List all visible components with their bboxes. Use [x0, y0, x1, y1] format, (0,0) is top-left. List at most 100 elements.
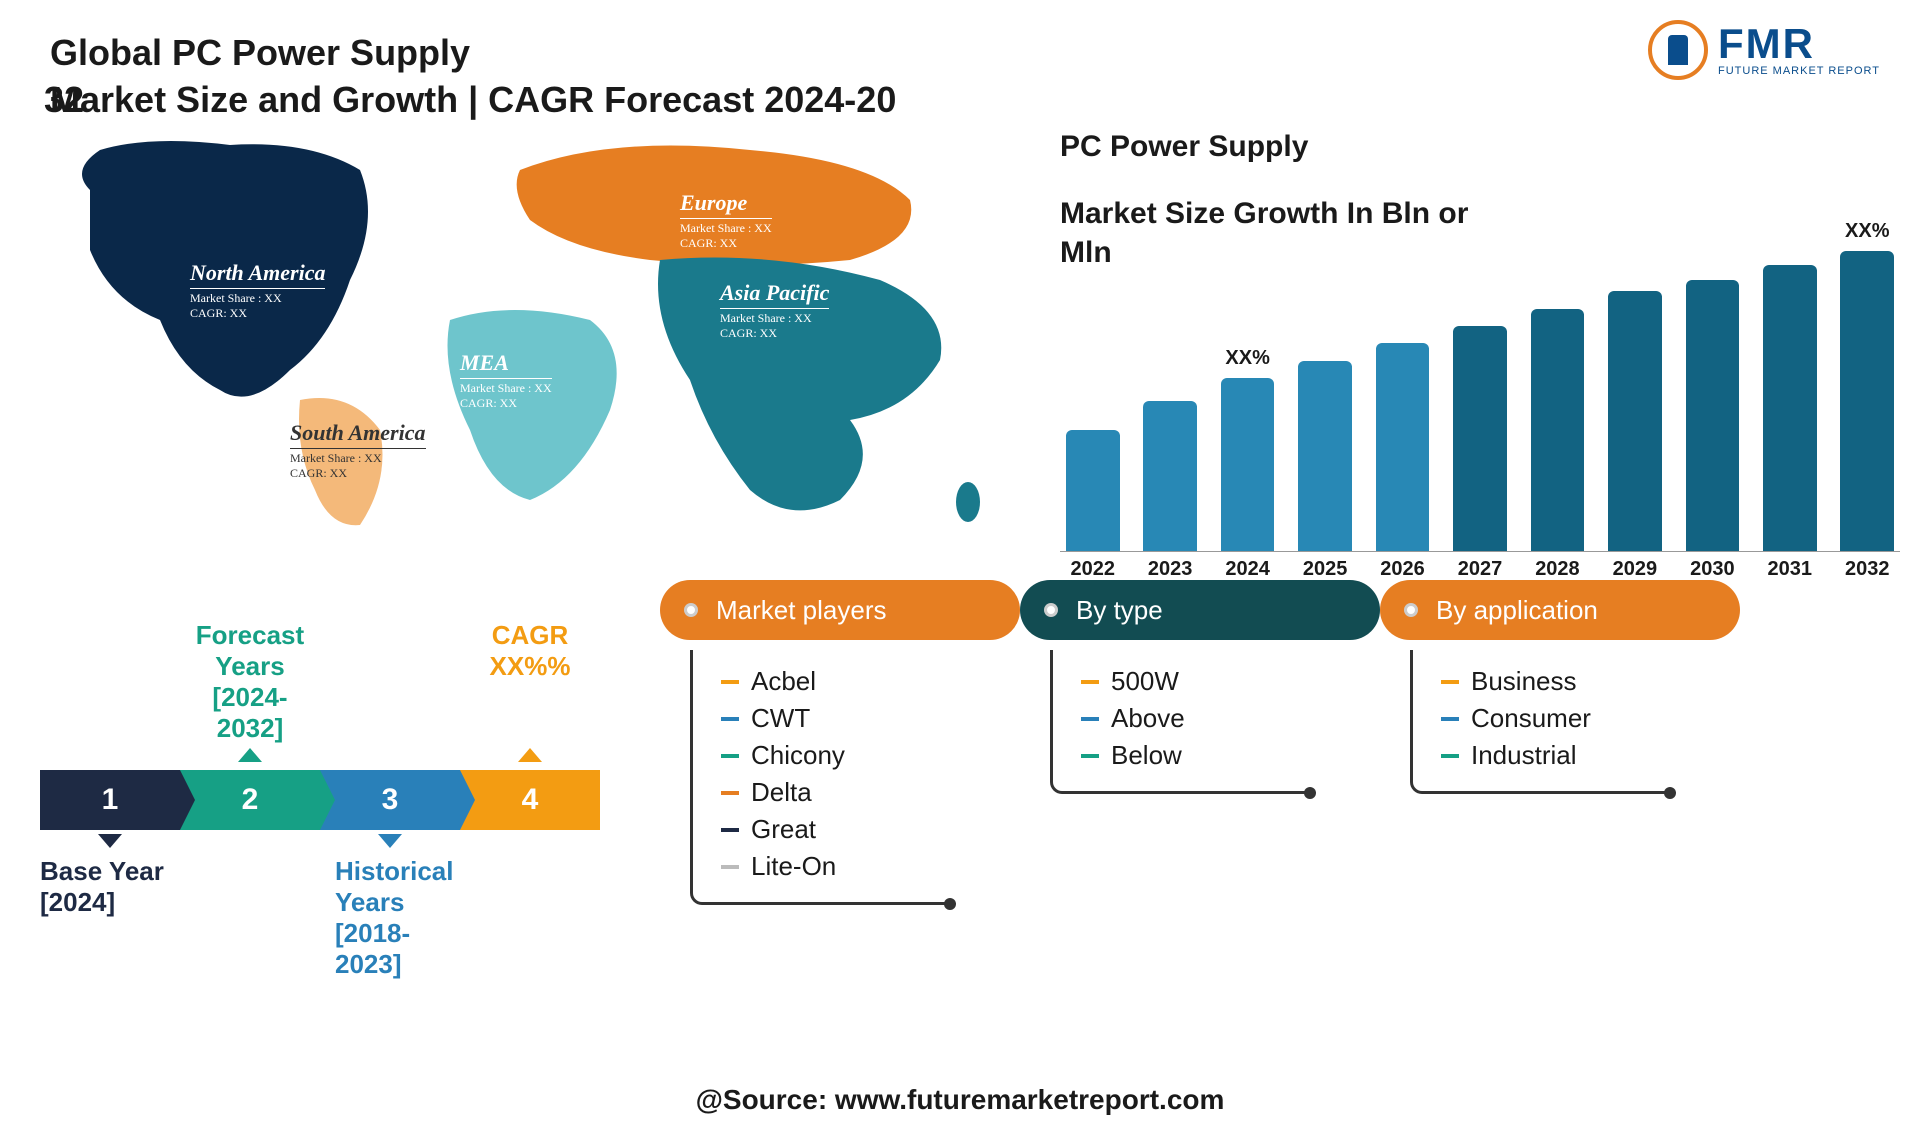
hist-years-label: Historical Years [2018-2023]: [305, 856, 468, 980]
tick-icon: [1441, 754, 1459, 758]
source-attribution: @Source: www.futuremarketreport.com: [696, 1084, 1225, 1116]
region-share-sa: Market Share : XX: [290, 451, 426, 466]
tick-icon: [721, 791, 739, 795]
region-share-ap: Market Share : XX: [720, 311, 829, 326]
cat-item-type-0: 500W: [1081, 666, 1310, 697]
cat-item-players-1: CWT: [721, 703, 950, 734]
cat-item-app-1: Consumer: [1441, 703, 1670, 734]
world-map: North America Market Share : XX CAGR: XX…: [50, 130, 990, 530]
bar-rect-2028: [1531, 309, 1585, 551]
region-name-mea: MEA: [460, 350, 552, 379]
cat-item-text: Great: [751, 814, 816, 845]
fmr-logo: FMR FUTURE MARKET REPORT: [1648, 20, 1880, 80]
base-year-text: Base Year: [40, 856, 173, 887]
bar-year-2026: 2026: [1380, 558, 1425, 581]
logo-main: FMR: [1718, 23, 1880, 65]
bar-year-2032: 2032: [1845, 558, 1890, 581]
bar-rect-2026: [1376, 343, 1430, 551]
cagr-label-text: CAGR: [460, 620, 600, 651]
tick-icon: [721, 865, 739, 869]
tick-icon: [721, 754, 739, 758]
forecast-label: Forecast Years [2024-2032]: [180, 620, 320, 744]
region-cagr-eu: CAGR: XX: [680, 236, 772, 251]
cat-pill-players: Market players: [660, 580, 1020, 640]
bar-rect-2024: [1221, 378, 1275, 551]
tick-icon: [1081, 754, 1099, 758]
timeline-seg-1: 1: [40, 770, 180, 830]
category-app: By application BusinessConsumerIndustria…: [1380, 580, 1740, 794]
cat-items-players: AcbelCWTChiconyDeltaGreatLite-On: [690, 650, 950, 905]
arrow-base: [98, 834, 122, 848]
timeline-arrows-top: [40, 748, 600, 766]
region-name-eu: Europe: [680, 190, 772, 219]
region-label-eu: Europe Market Share : XX CAGR: XX: [680, 190, 772, 251]
bar-rect-2025: [1298, 361, 1352, 551]
cat-item-text: CWT: [751, 703, 810, 734]
bar-year-2029: 2029: [1613, 558, 1658, 581]
cat-title-app: By application: [1436, 595, 1598, 626]
bar-2029: 2029: [1602, 291, 1667, 551]
hist-years-range: [2018-2023]: [335, 918, 468, 980]
title-overlap: 32: [44, 77, 84, 124]
cat-item-type-1: Above: [1081, 703, 1310, 734]
bar-rect-2031: [1763, 265, 1817, 551]
bar-2023: 2023: [1137, 401, 1202, 551]
dot-icon: [684, 603, 698, 617]
region-label-na: North America Market Share : XX CAGR: XX: [190, 260, 325, 321]
cat-item-text: 500W: [1111, 666, 1179, 697]
hist-years-text: Historical Years: [335, 856, 468, 918]
dot-icon: [1044, 603, 1058, 617]
region-share-mea: Market Share : XX: [460, 381, 552, 396]
arrow-forecast: [238, 748, 262, 762]
bar-2032: 2032XX%: [1835, 251, 1900, 551]
region-label-sa: South America Market Share : XX CAGR: XX: [290, 420, 426, 481]
cat-title-players: Market players: [716, 595, 887, 626]
map-svg: [50, 130, 990, 530]
region-name-na: North America: [190, 260, 325, 289]
bar-year-2025: 2025: [1303, 558, 1348, 581]
cat-item-text: Consumer: [1471, 703, 1591, 734]
bar-2030: 2030: [1680, 280, 1745, 551]
logo-text: FMR FUTURE MARKET REPORT: [1718, 23, 1880, 77]
bar-2027: 2027: [1447, 326, 1512, 551]
tick-icon: [1441, 680, 1459, 684]
bar-year-2023: 2023: [1148, 558, 1193, 581]
forecast-range: [2024-2032]: [180, 682, 320, 744]
region-label-mea: MEA Market Share : XX CAGR: XX: [460, 350, 552, 411]
cat-item-type-2: Below: [1081, 740, 1310, 771]
title-line-1: Global PC Power Supply: [50, 30, 896, 77]
cat-items-app: BusinessConsumerIndustrial: [1410, 650, 1670, 794]
region-share-na: Market Share : XX: [190, 291, 325, 306]
cat-item-players-0: Acbel: [721, 666, 950, 697]
bar-2024: 2024XX%: [1215, 378, 1280, 551]
bar-year-2022: 2022: [1070, 558, 1115, 581]
logo-sub: FUTURE MARKET REPORT: [1718, 65, 1880, 77]
bar-rect-2027: [1453, 326, 1507, 551]
cat-item-text: Industrial: [1471, 740, 1577, 771]
cat-pill-type: By type: [1020, 580, 1380, 640]
cat-title-type: By type: [1076, 595, 1163, 626]
base-year-range: [2024]: [40, 887, 173, 918]
bar-year-2031: 2031: [1768, 558, 1813, 581]
cat-item-text: Delta: [751, 777, 812, 808]
region-cagr-sa: CAGR: XX: [290, 466, 426, 481]
cagr-value: XX%%: [460, 651, 600, 682]
bar-rect-2030: [1686, 280, 1740, 551]
cat-item-text: Below: [1111, 740, 1182, 771]
cat-item-text: Chicony: [751, 740, 845, 771]
forecast-label-text: Forecast Years: [180, 620, 320, 682]
timeline-seg-3: 3: [320, 770, 460, 830]
cat-item-text: Acbel: [751, 666, 816, 697]
timeline-top-labels: Forecast Years [2024-2032] CAGR XX%%: [40, 620, 600, 744]
arrow-cagr: [518, 748, 542, 762]
logo-icon: [1648, 20, 1708, 80]
cat-item-players-4: Great: [721, 814, 950, 845]
region-name-ap: Asia Pacific: [720, 280, 829, 309]
bar-pct-2024: XX%: [1225, 347, 1269, 370]
bar-year-2024: 2024: [1225, 558, 1270, 581]
region-cagr-mea: CAGR: XX: [460, 396, 552, 411]
timeline-seg-2: 2: [180, 770, 320, 830]
tick-icon: [1081, 680, 1099, 684]
region-cagr-ap: CAGR: XX: [720, 326, 829, 341]
timeline-bottom-labels: Base Year [2024] Historical Years [2018-…: [40, 856, 600, 980]
